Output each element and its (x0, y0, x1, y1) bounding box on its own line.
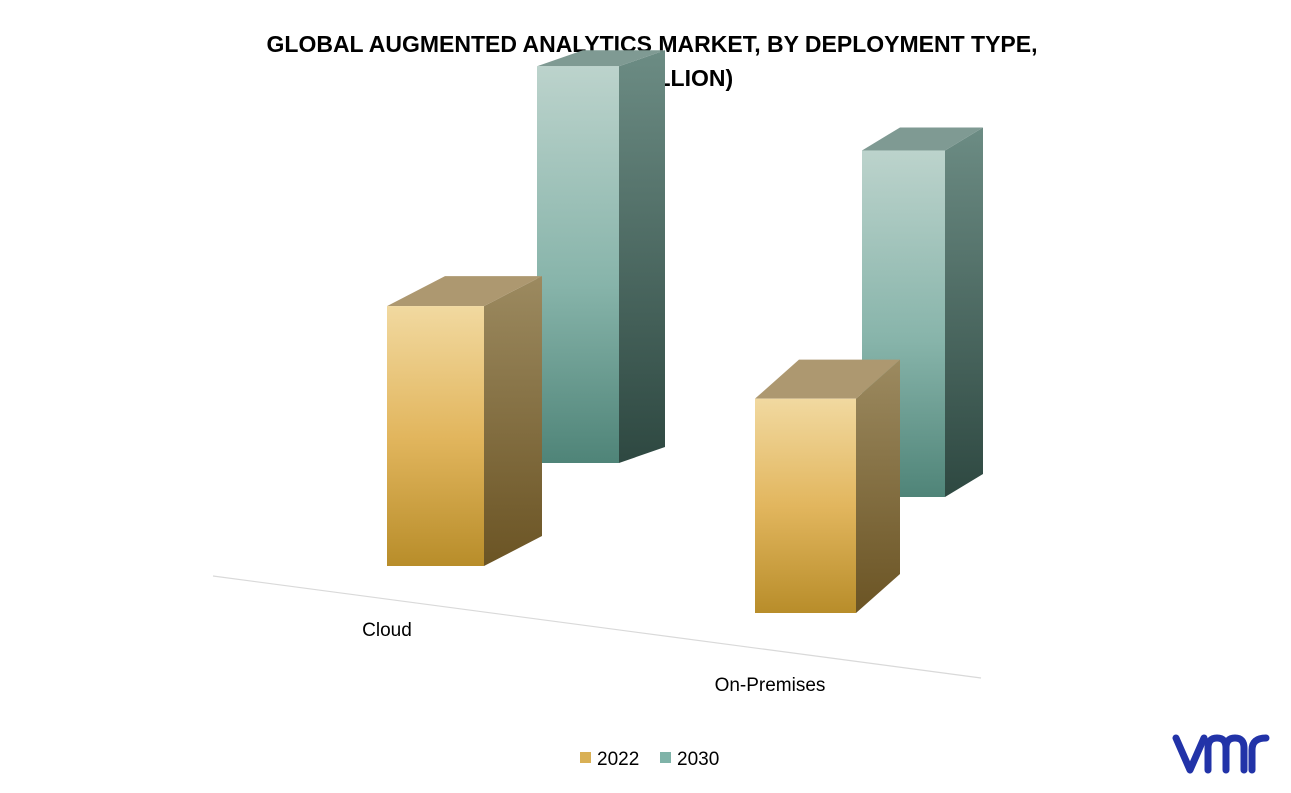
bar-cloud-2022-side (484, 276, 542, 566)
bar-cloud-2022 (387, 306, 484, 566)
category-label-cloud: Cloud (362, 620, 412, 641)
bar-on-premises-2022 (755, 398, 856, 613)
bar-on-premises-2030-side (945, 127, 983, 497)
category-label-on-premises: On-Premises (715, 675, 826, 696)
bar-cloud-2030 (537, 66, 619, 463)
bar-on-premises-2030-top (862, 127, 983, 151)
legend-swatch-2030 (660, 752, 671, 763)
bar-on-premises-2022-side (856, 359, 900, 613)
bar-on-premises-2022-top (755, 359, 900, 399)
vmr-logo (1172, 734, 1270, 774)
legend-label-2022: 2022 (597, 749, 639, 770)
bar-cloud-2030-side (619, 50, 665, 463)
legend-label-2030: 2030 (677, 749, 719, 770)
floor-line (212, 575, 982, 679)
legend: 2022 2030 (580, 749, 719, 770)
bar-cloud-2022-top (387, 276, 542, 307)
bars (387, 50, 983, 613)
bar-cloud-2030-top (537, 50, 665, 67)
legend-swatch-2022 (580, 752, 591, 763)
